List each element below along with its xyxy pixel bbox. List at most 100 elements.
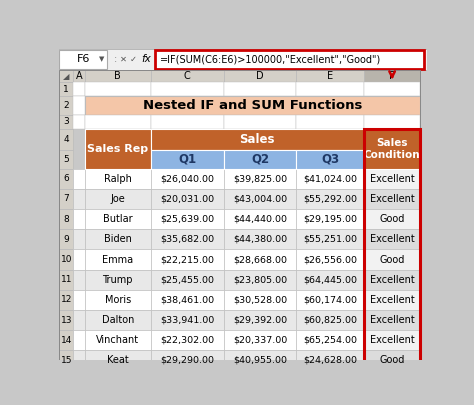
Bar: [224, 70, 296, 83]
Bar: [59, 115, 73, 129]
Bar: [224, 290, 296, 310]
Bar: [224, 330, 296, 350]
Bar: [85, 310, 151, 330]
Text: Good: Good: [379, 214, 405, 224]
Bar: [224, 150, 296, 169]
Text: Excellent: Excellent: [370, 315, 414, 325]
Bar: [224, 115, 296, 129]
Text: Trump: Trump: [102, 275, 133, 285]
Bar: [364, 129, 420, 169]
Text: 13: 13: [61, 315, 72, 324]
Bar: [59, 209, 73, 229]
Bar: [296, 189, 364, 209]
Bar: [73, 209, 85, 229]
Bar: [296, 290, 364, 310]
Bar: [151, 310, 224, 330]
Bar: [73, 115, 85, 129]
Bar: [59, 49, 427, 70]
Text: $23,805.00: $23,805.00: [233, 275, 287, 284]
Bar: [364, 70, 420, 83]
Bar: [59, 169, 73, 189]
Bar: [59, 96, 73, 115]
Text: A: A: [76, 71, 82, 81]
Bar: [151, 270, 224, 290]
Text: Excellent: Excellent: [370, 234, 414, 244]
Text: ✕: ✕: [120, 55, 127, 64]
Bar: [296, 249, 364, 270]
Text: Excellent: Excellent: [370, 335, 414, 345]
Bar: [364, 115, 420, 129]
Text: $55,292.00: $55,292.00: [303, 194, 357, 203]
Bar: [224, 189, 296, 209]
Text: Sales
Condition: Sales Condition: [364, 138, 420, 160]
Bar: [364, 83, 420, 96]
Bar: [224, 169, 296, 189]
Bar: [364, 330, 420, 350]
Bar: [151, 290, 224, 310]
Text: 8: 8: [64, 215, 69, 224]
Text: fx: fx: [141, 54, 151, 64]
Text: :: :: [113, 54, 117, 64]
Text: $60,825.00: $60,825.00: [303, 315, 357, 324]
Text: ▼: ▼: [99, 56, 105, 62]
Bar: [364, 310, 420, 330]
Bar: [85, 229, 151, 249]
Text: $43,004.00: $43,004.00: [233, 194, 287, 203]
Text: $24,628.00: $24,628.00: [303, 356, 357, 365]
Text: $20,337.00: $20,337.00: [233, 336, 287, 345]
Text: Q1: Q1: [178, 153, 196, 166]
Bar: [59, 129, 73, 150]
Text: 7: 7: [64, 194, 69, 203]
Text: 2: 2: [64, 101, 69, 110]
Text: F6: F6: [77, 54, 90, 64]
Bar: [296, 169, 364, 189]
Text: $44,380.00: $44,380.00: [233, 235, 287, 244]
Bar: [224, 350, 296, 371]
Bar: [296, 350, 364, 371]
Bar: [224, 270, 296, 290]
Text: $25,639.00: $25,639.00: [160, 215, 214, 224]
Text: 10: 10: [61, 255, 72, 264]
Bar: [296, 70, 364, 83]
Bar: [151, 129, 364, 150]
Bar: [59, 350, 73, 371]
Bar: [296, 115, 364, 129]
Text: Biden: Biden: [104, 234, 132, 244]
Bar: [73, 290, 85, 310]
Bar: [73, 83, 85, 96]
Text: ◢: ◢: [63, 72, 70, 81]
Text: Good: Good: [379, 355, 405, 365]
Text: 5: 5: [64, 155, 69, 164]
Bar: [59, 330, 73, 350]
Bar: [85, 169, 151, 189]
Bar: [296, 310, 364, 330]
Text: Excellent: Excellent: [370, 295, 414, 305]
Bar: [59, 290, 73, 310]
Bar: [85, 249, 151, 270]
Bar: [73, 169, 85, 189]
Text: =IF(SUM(C6:E6)>100000,"Excellent","Good"): =IF(SUM(C6:E6)>100000,"Excellent","Good"…: [160, 54, 381, 64]
Bar: [364, 169, 420, 189]
Text: $35,682.00: $35,682.00: [160, 235, 214, 244]
Bar: [85, 96, 420, 115]
Bar: [224, 209, 296, 229]
Bar: [296, 270, 364, 290]
Bar: [296, 209, 364, 229]
Text: Nested IF and SUM Functions: Nested IF and SUM Functions: [143, 99, 362, 112]
Bar: [151, 330, 224, 350]
Bar: [151, 150, 224, 169]
Bar: [73, 330, 85, 350]
Bar: [59, 229, 73, 249]
Text: $26,556.00: $26,556.00: [303, 255, 357, 264]
Text: $33,941.00: $33,941.00: [160, 315, 214, 324]
Text: $60,174.00: $60,174.00: [303, 295, 357, 304]
Text: Emma: Emma: [102, 254, 133, 264]
Text: 1: 1: [64, 85, 69, 94]
Bar: [59, 70, 73, 83]
Bar: [73, 350, 85, 371]
Bar: [151, 209, 224, 229]
Text: Vinchant: Vinchant: [96, 335, 139, 345]
Bar: [296, 150, 364, 169]
Bar: [85, 350, 151, 371]
Bar: [73, 189, 85, 209]
